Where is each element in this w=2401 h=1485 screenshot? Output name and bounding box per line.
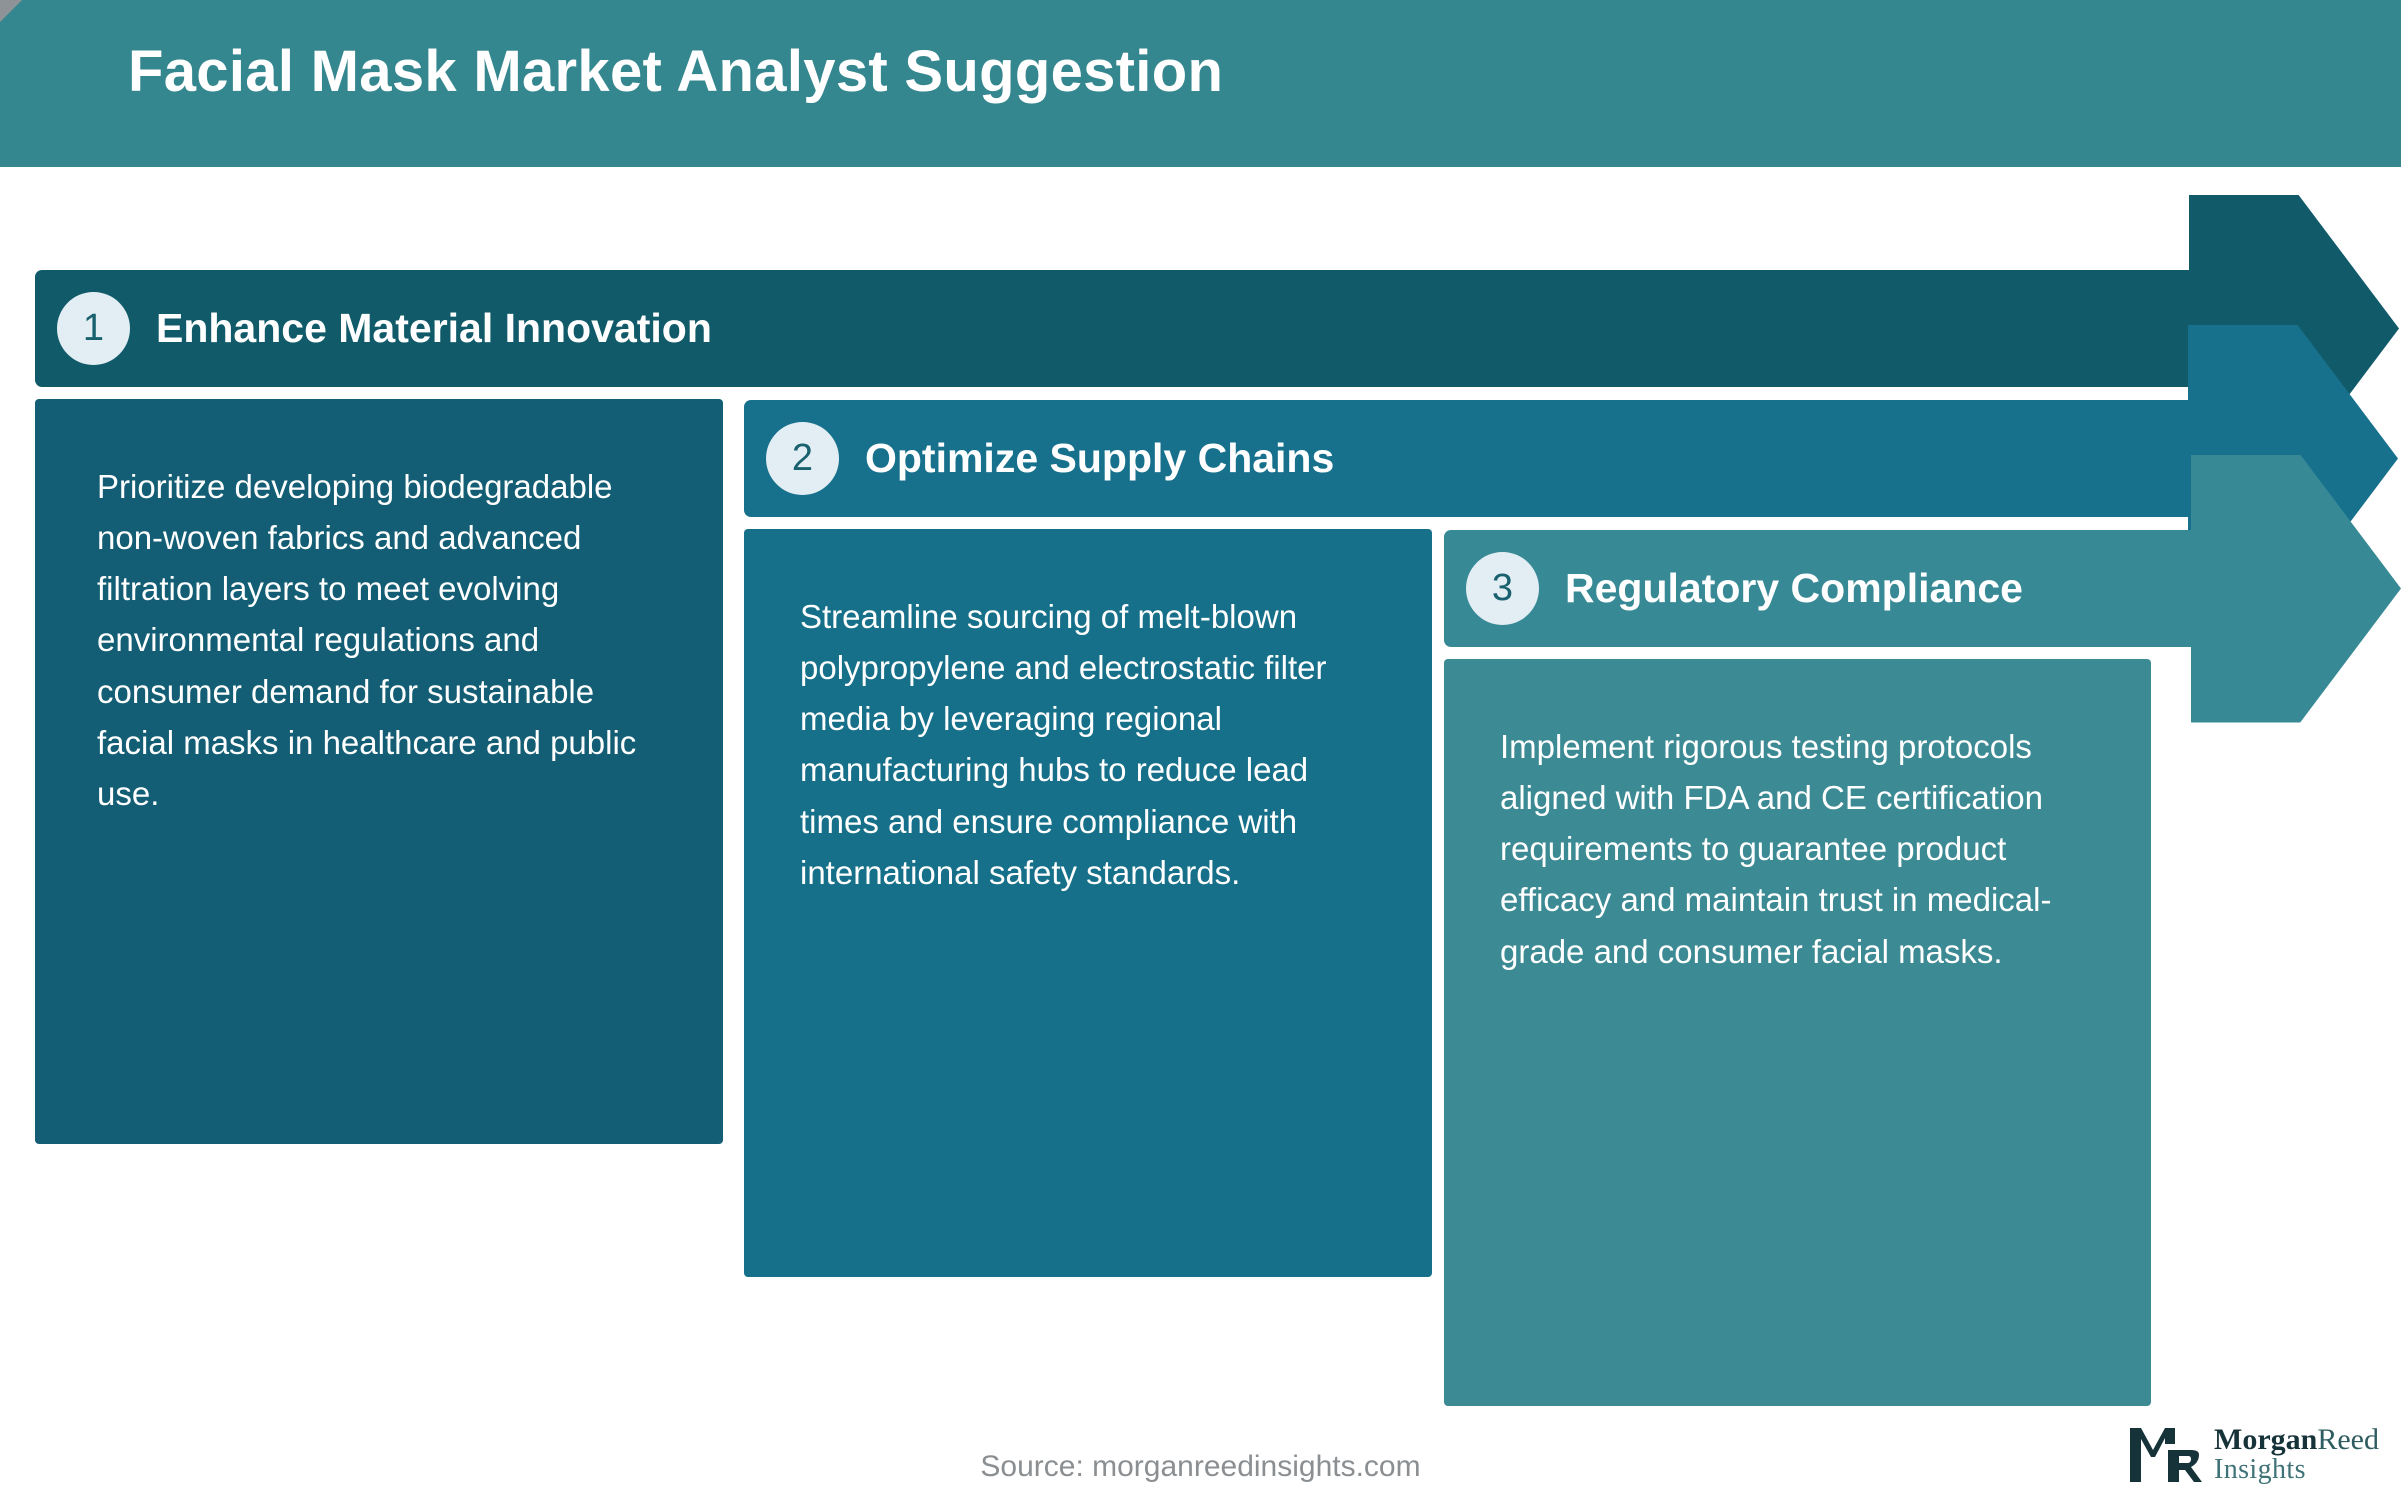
brand-logo[interactable]: MorganReed Insights — [2128, 1423, 2379, 1485]
step-card-2: Streamline sourcing of melt-blown polypr… — [744, 529, 1432, 1277]
band-content-1: 1 Enhance Material Innovation — [35, 270, 712, 387]
step-body-2: Streamline sourcing of melt-blown polypr… — [800, 598, 1327, 891]
source-note: Source: morganreedinsights.com — [980, 1450, 1421, 1483]
step-card-1: Prioritize developing biodegradable non-… — [35, 399, 723, 1144]
band-body-1 — [35, 270, 2280, 387]
band-body-2 — [744, 400, 2277, 517]
step-body-1: Prioritize developing biodegradable non-… — [97, 468, 637, 812]
step-number-badge-1: 1 — [57, 292, 130, 365]
page-title: Facial Mask Market Analyst Suggestion — [128, 39, 1224, 104]
band-content-2: 2 Optimize Supply Chains — [744, 400, 1334, 517]
band-content-3: 3 Regulatory Compliance — [1444, 530, 2023, 647]
step-title-1: Enhance Material Innovation — [156, 305, 712, 351]
step-title-2: Optimize Supply Chains — [865, 435, 1335, 481]
step-band-3[interactable]: 3 Regulatory Compliance — [1444, 454, 2401, 723]
step-number-badge-2: 2 — [766, 422, 839, 495]
corner-notch-icon — [0, 0, 22, 22]
step-card-3: Implement rigorous testing protocols ali… — [1444, 659, 2151, 1406]
logo-reed: Reed — [2317, 1423, 2379, 1456]
header-bar: Facial Mask Market Analyst Suggestion — [0, 0, 2401, 167]
step-body-3: Implement rigorous testing protocols ali… — [1500, 728, 2052, 970]
band-body-3 — [1444, 530, 2279, 647]
step-band-2[interactable]: 2 Optimize Supply Chains — [744, 324, 2398, 593]
step-title-3: Regulatory Compliance — [1565, 565, 2023, 611]
logo-line-primary: MorganReed — [2214, 1423, 2379, 1456]
mr-monogram-icon — [2130, 1427, 2202, 1482]
infographic-stage: 1 Enhance Material Innovation 2 Optimize… — [0, 167, 2401, 1483]
step-band-1[interactable]: 1 Enhance Material Innovation — [35, 194, 2399, 463]
step-number-badge-3: 3 — [1466, 552, 1539, 625]
logo-wordmark: MorganReed Insights — [2214, 1423, 2379, 1485]
logo-insights: Insights — [2214, 1453, 2306, 1485]
logo-morgan: Morgan — [2214, 1423, 2318, 1456]
